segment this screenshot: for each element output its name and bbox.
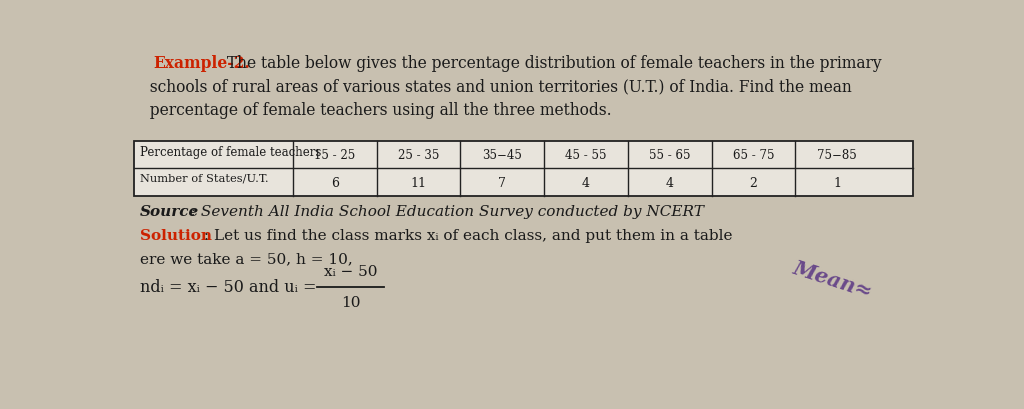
Text: 1: 1 [834, 176, 841, 189]
Text: 15 - 25: 15 - 25 [314, 148, 355, 162]
Text: Example-2.: Example-2. [154, 55, 251, 72]
Text: 6: 6 [331, 176, 339, 189]
Text: 11: 11 [411, 176, 427, 189]
Text: 25 - 35: 25 - 35 [398, 148, 439, 162]
Text: 75−85: 75−85 [817, 148, 857, 162]
Text: ndᵢ = xᵢ − 50 and uᵢ =: ndᵢ = xᵢ − 50 and uᵢ = [139, 279, 316, 296]
Text: 45 - 55: 45 - 55 [565, 148, 607, 162]
Text: Mean≈: Mean≈ [791, 257, 876, 302]
Text: Number of States/U.T.: Number of States/U.T. [139, 173, 268, 183]
Text: xᵢ − 50: xᵢ − 50 [324, 265, 377, 279]
Text: Solution: Solution [139, 228, 212, 242]
Text: 7: 7 [499, 176, 506, 189]
Bar [134, 141, 913, 197]
Text: 4: 4 [582, 176, 590, 189]
Text: : Let us find the class marks xᵢ of each class, and put them in a table: : Let us find the class marks xᵢ of each… [200, 228, 733, 242]
Text: Percentage of female teachers: Percentage of female teachers [139, 146, 321, 159]
Text: 10: 10 [341, 296, 360, 310]
Text: 2: 2 [750, 176, 758, 189]
Text: 55 - 65: 55 - 65 [649, 148, 690, 162]
Text: : Seventh All India School Education Survey conducted by NCERT: : Seventh All India School Education Sur… [186, 204, 705, 218]
Text: 65 - 75: 65 - 75 [733, 148, 774, 162]
Text: ere we take a = 50, h = 10,: ere we take a = 50, h = 10, [139, 252, 352, 266]
Text: 4: 4 [666, 176, 674, 189]
Text: Source: Source [139, 204, 199, 218]
Text: percentage of female teachers using all the three methods.: percentage of female teachers using all … [139, 101, 611, 118]
Text: 35−45: 35−45 [482, 148, 522, 162]
Text: schools of rural areas of various states and union territories (U.T.) of India. : schools of rural areas of various states… [139, 78, 851, 95]
Text: The table below gives the percentage distribution of female teachers in the prim: The table below gives the percentage dis… [222, 55, 882, 72]
